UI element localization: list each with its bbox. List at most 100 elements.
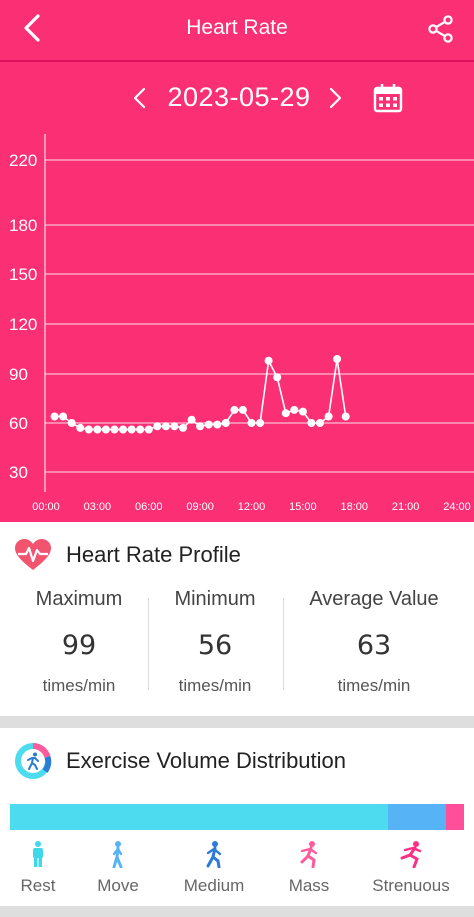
heart-rate-point	[264, 356, 273, 365]
heart-rate-point	[204, 420, 213, 429]
section-separator	[0, 716, 474, 728]
bar-segment-strenuous	[446, 804, 464, 830]
stat-divider	[148, 598, 149, 690]
x-tick-label: 03:00	[84, 501, 112, 513]
brisk-walk-icon	[206, 841, 222, 868]
y-tick-label: 150	[9, 265, 37, 284]
stat-label: Minimum	[174, 588, 256, 610]
y-tick-label: 90	[9, 365, 28, 384]
x-tick-label: 18:00	[340, 501, 368, 513]
heart-rate-point	[50, 412, 59, 421]
legend-item-move: Move	[73, 840, 163, 896]
x-tick-label: 06:00	[135, 501, 163, 513]
stat-label: Average Value	[309, 588, 439, 610]
calendar-icon[interactable]	[372, 82, 404, 114]
chevron-left-icon[interactable]	[130, 84, 150, 112]
stat-minimum: Minimum 56 times/min	[140, 588, 290, 698]
x-tick-label: 21:00	[392, 501, 420, 513]
x-tick-label: 12:00	[238, 501, 266, 513]
stat-value: 56	[197, 630, 233, 661]
legend-label: Strenuous	[372, 876, 450, 895]
heart-rate-point	[247, 419, 256, 427]
legend-item-rest: Rest	[0, 840, 83, 896]
page-title: Heart Rate	[186, 16, 288, 39]
legend-label: Rest	[20, 876, 56, 895]
heart-rate-point	[136, 425, 145, 434]
app-header: Heart Rate	[0, 0, 474, 60]
heart-rate-point	[161, 422, 170, 431]
stat-value: 99	[61, 630, 97, 661]
heartbeat-icon	[15, 539, 51, 570]
heart-rate-point	[144, 425, 153, 434]
walking-person-icon	[112, 841, 123, 868]
header-divider	[0, 60, 474, 62]
stat-unit: times/min	[178, 676, 252, 695]
heart-rate-point	[196, 422, 205, 431]
date-navigator: 2023-05-29	[0, 80, 474, 116]
legend-label: Mass	[288, 876, 330, 895]
heart-rate-point	[213, 420, 222, 429]
x-tick-label: 00:00	[32, 501, 60, 513]
heart-rate-point	[324, 412, 333, 421]
bar-segment-rest	[10, 804, 389, 830]
heart-rate-point	[290, 405, 299, 414]
legend-item-mass: Mass	[264, 840, 354, 896]
heart-rate-point	[110, 425, 119, 434]
heart-rate-point	[221, 419, 230, 427]
stat-average: Average Value 63 times/min	[284, 588, 464, 698]
exercise-distribution-bar	[10, 804, 464, 830]
heart-rate-point	[153, 422, 162, 431]
exercise-title: Exercise Volume Distribution	[66, 748, 347, 773]
heart-rate-point	[238, 405, 247, 414]
running-person-icon	[300, 841, 318, 868]
intensity-legend: Rest Move Medium	[0, 840, 474, 902]
x-tick-label: 09:00	[186, 501, 214, 513]
heart-rate-point	[298, 407, 307, 416]
heart-rate-point	[76, 423, 85, 432]
legend-item-medium: Medium	[169, 840, 259, 896]
y-tick-label: 30	[9, 463, 28, 482]
y-tick-label: 180	[9, 216, 37, 235]
heart-rate-point	[256, 419, 265, 427]
heart-rate-point	[101, 425, 110, 434]
heart-rate-point	[179, 423, 187, 432]
x-tick-label: 24:00	[443, 501, 471, 513]
heart-rate-point	[230, 405, 239, 414]
back-arrow-icon[interactable]	[18, 12, 50, 44]
heart-rate-point	[93, 425, 102, 434]
exercise-distribution-card: Exercise Volume Distribution Rest Move	[0, 728, 474, 906]
heart-rate-point	[170, 422, 179, 431]
bar-segment-move	[388, 804, 447, 830]
heart-rate-profile-card: Heart Rate Profile Maximum 99 times/min …	[0, 522, 474, 716]
heart-rate-point	[341, 412, 350, 421]
legend-label: Move	[97, 876, 139, 895]
heart-rate-point	[333, 355, 342, 363]
heart-rate-point	[316, 419, 324, 427]
legend-item-strenuous: Strenuous	[366, 840, 456, 896]
x-tick-label: 15:00	[289, 501, 317, 513]
y-tick-label: 220	[9, 151, 37, 170]
heart-rate-point	[281, 409, 290, 418]
bottom-separator	[0, 906, 474, 917]
exercise-ring-icon	[15, 742, 52, 779]
share-icon[interactable]	[426, 14, 456, 44]
heart-rate-point	[307, 419, 316, 427]
heart-rate-series-line	[54, 358, 347, 431]
heart-rate-chart-svg: 220 180 150 120 90 60 30 00:00 03:00 06:00 09:00 12…	[9, 134, 474, 513]
heart-rate-point	[84, 425, 93, 434]
legend-label: Medium	[183, 876, 245, 895]
stat-unit: times/min	[42, 676, 116, 695]
y-tick-label: 120	[9, 315, 37, 334]
heart-rate-point	[59, 412, 68, 421]
heart-rate-point	[273, 373, 282, 382]
sprinting-person-icon	[400, 841, 422, 868]
heart-rate-point	[187, 415, 196, 424]
heart-rate-chart: 220 180 150 120 90 60 30 00:00 03:00 06:00 09:00 12…	[0, 62, 474, 522]
heart-rate-point	[127, 425, 136, 434]
y-tick-label: 60	[9, 414, 28, 433]
stat-divider	[283, 598, 284, 690]
heart-rate-point	[119, 425, 128, 434]
stat-maximum: Maximum 99 times/min	[0, 588, 158, 698]
selected-date[interactable]: 2023-05-29	[167, 82, 311, 112]
chevron-right-icon[interactable]	[325, 84, 345, 112]
